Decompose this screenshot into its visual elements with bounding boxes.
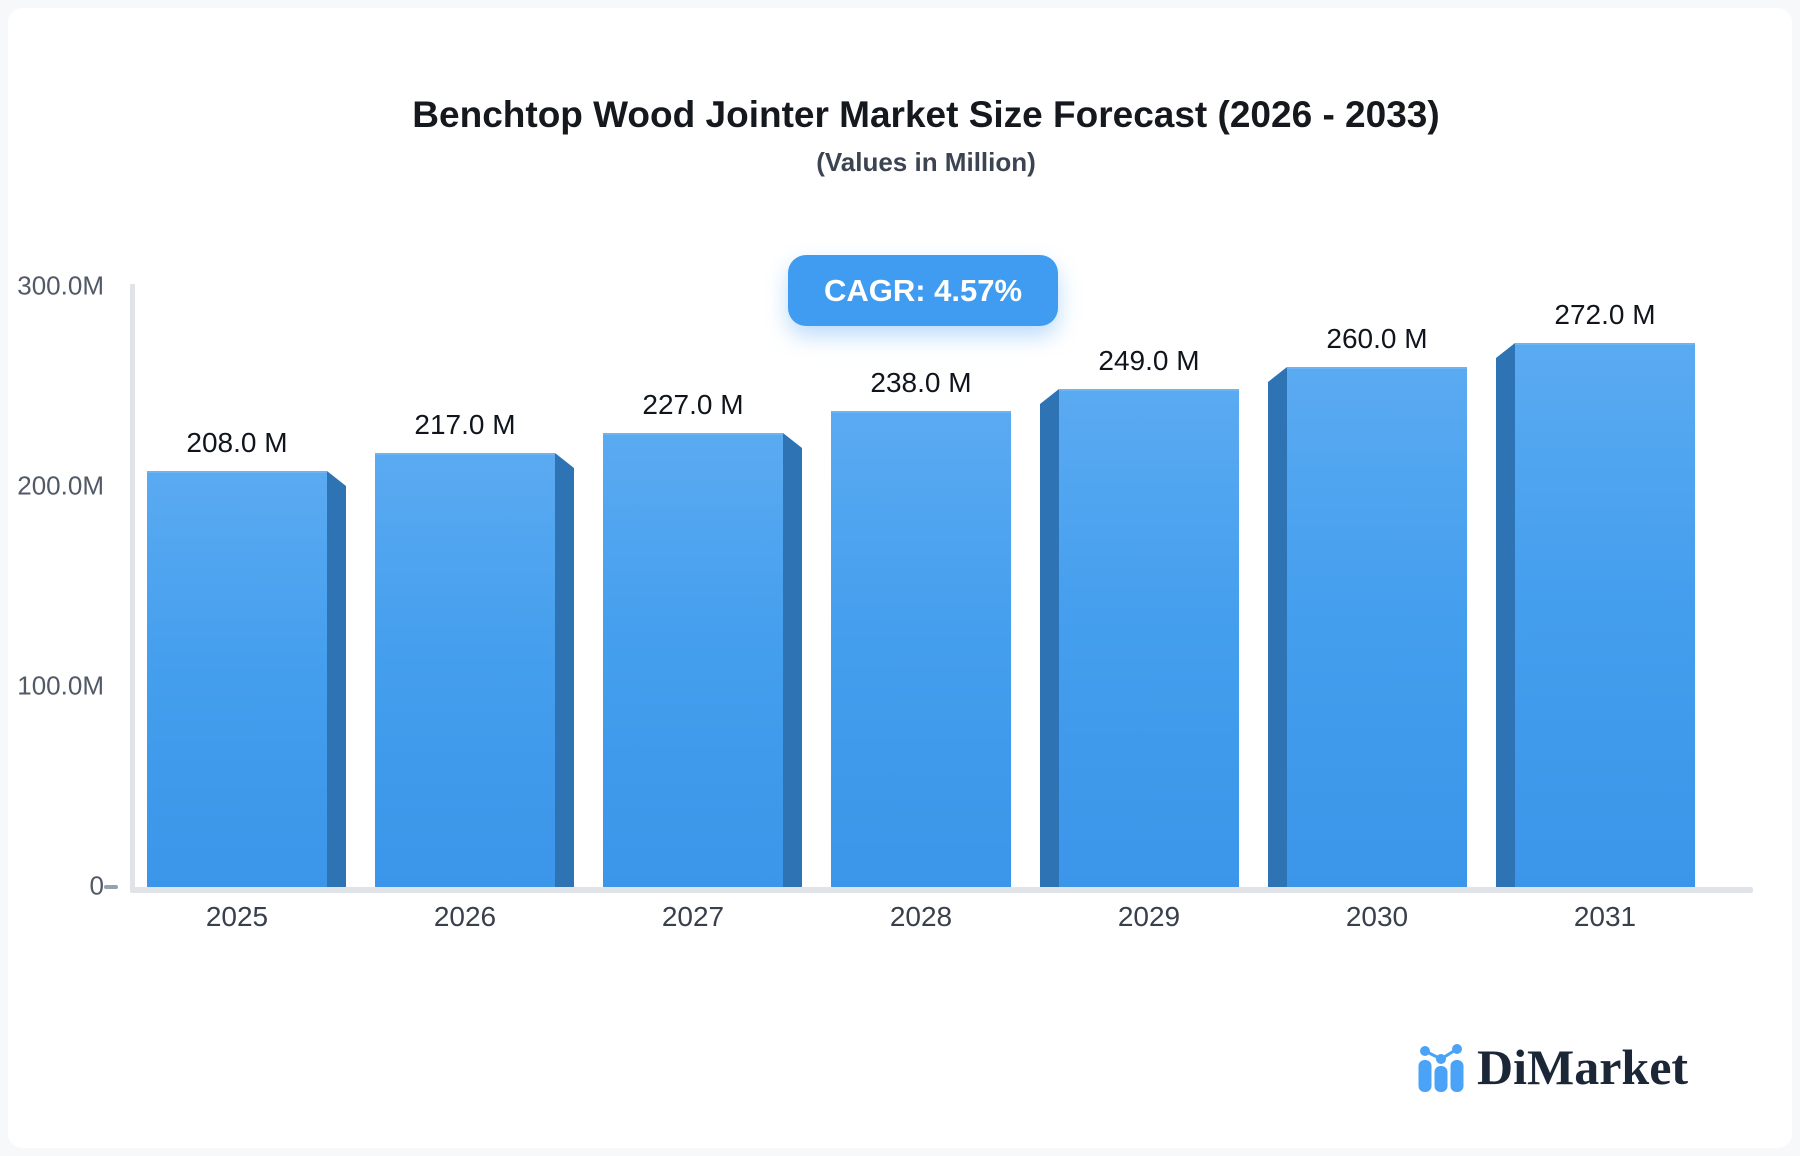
bar-side-face-2025 [327,471,346,887]
x-axis-label-2025: 2025 [205,901,269,932]
y-axis-line [130,284,135,890]
bar-value-label-2027: 227.0 M [642,389,744,420]
x-axis-line [130,887,1753,893]
bar-value-label-2029: 249.0 M [1098,345,1200,376]
bar-side-face-2031 [1496,343,1515,887]
bar-2027[interactable] [603,433,783,887]
dimarket-logo-text: DiMarket [1477,1039,1689,1095]
bar-value-label-2025: 208.0 M [186,427,288,458]
x-axis-label-2029: 2029 [1117,901,1181,932]
x-axis-label-2028: 2028 [889,901,953,932]
y-axis-tick-label: 0 [89,870,104,901]
bar-2028[interactable] [831,411,1011,887]
bar-2030[interactable] [1287,367,1467,887]
cagr-badge-label: CAGR: 4.57% [823,272,1023,308]
dimarket-logo-icon [1418,1044,1464,1092]
x-axis-label-2031: 2031 [1573,901,1637,932]
y-axis-zero-tick [104,885,118,889]
bar-side-face-2029 [1040,389,1059,887]
y-axis-tick-label: 100.0M [17,670,104,701]
chart-title: Benchtop Wood Jointer Market Size Foreca… [412,94,1440,135]
x-axis-label-2026: 2026 [433,901,497,932]
bar-side-face-2026 [555,453,574,887]
bar-2031[interactable] [1515,343,1695,887]
bar-value-label-2031: 272.0 M [1554,299,1656,330]
bar-2025[interactable] [147,471,327,887]
x-axis-label-2027: 2027 [661,901,725,932]
cagr-badge: CAGR: 4.57% [788,255,1058,326]
chart-subtitle: (Values in Million) [816,147,1036,177]
bar-value-label-2030: 260.0 M [1326,323,1428,354]
bar-value-label-2026: 217.0 M [414,409,516,440]
bar-side-face-2030 [1268,367,1287,887]
bar-2026[interactable] [375,453,555,887]
bar-value-label-2028: 238.0 M [870,367,972,398]
bar-2029[interactable] [1059,389,1239,887]
y-axis-tick-label: 300.0M [17,270,104,301]
dimarket-logo: DiMarket [1418,1040,1688,1092]
y-axis-tick-label: 200.0M [17,470,104,501]
x-axis-label-2030: 2030 [1345,901,1409,932]
bar-side-face-2027 [783,433,802,887]
